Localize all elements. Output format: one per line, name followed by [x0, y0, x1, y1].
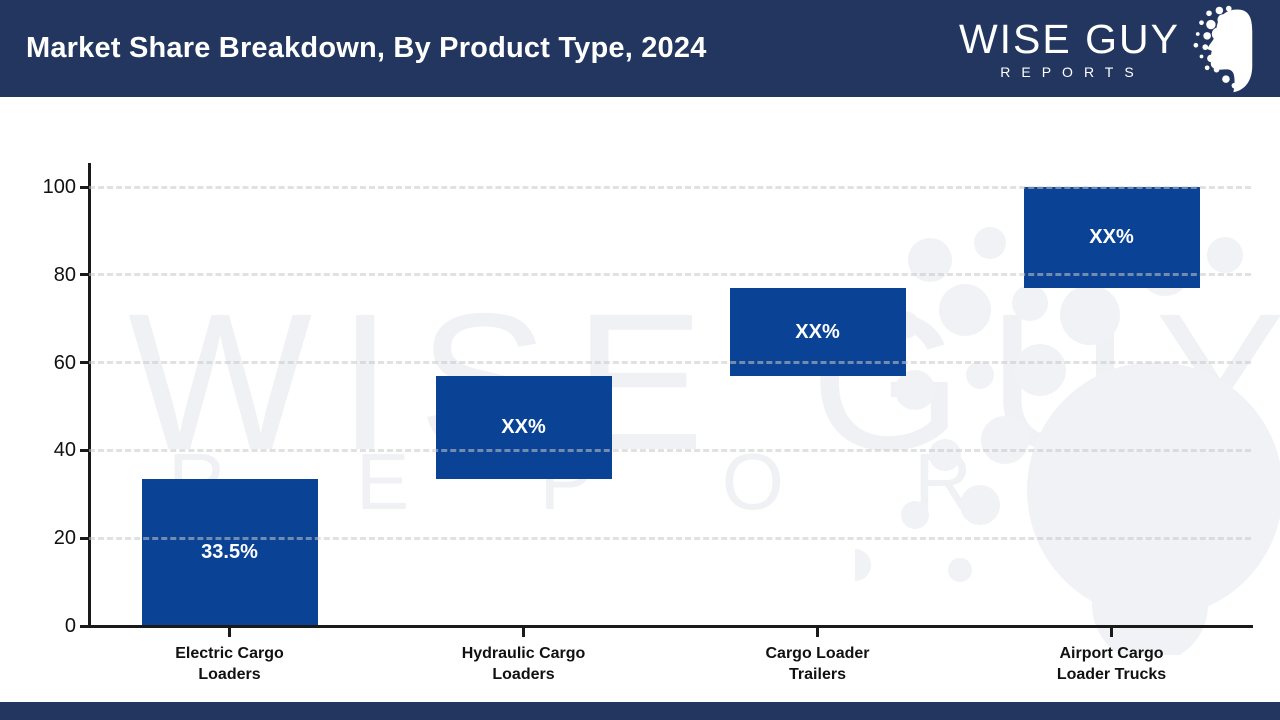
brand-face-icon: [1193, 5, 1253, 92]
gridline-20: [89, 536, 1251, 540]
y-tick-label: 0: [64, 615, 76, 637]
y-tick-label: 20: [53, 527, 76, 550]
x-category-label-line: Loaders: [492, 666, 555, 684]
x-tick-mark: [816, 628, 819, 637]
bar-value-label: XX%: [795, 320, 840, 343]
bar-segment: [1023, 187, 1200, 288]
gridline-100: [89, 185, 1251, 189]
x-category-label: Electric Cargo Loaders: [100, 643, 360, 685]
y-tick-label: 100: [42, 176, 76, 198]
plot-area: WISE GUY R E P O R T S 0 20 40 60 80 100 33.5%…: [0, 97, 1280, 702]
x-category-label-line: Hydraulic Cargo: [461, 645, 586, 662]
x-category-label-line: Airport Cargo: [1059, 645, 1164, 662]
bar-segment: [141, 478, 318, 626]
y-tick-mark: [80, 448, 89, 452]
bar-segment: [435, 375, 612, 479]
y-tick-label: 80: [53, 263, 76, 286]
x-category-label-line: Electric Cargo: [175, 645, 284, 662]
x-category-label-line: Loaders: [198, 666, 261, 684]
y-tick-mark: [80, 361, 89, 365]
bar-value-label: XX%: [1089, 226, 1134, 249]
y-tick-mark: [80, 185, 89, 189]
y-tick-label: 60: [53, 351, 76, 374]
brand-logo-text: WISE GUY REPORTS: [958, 15, 1180, 80]
chart-title: Market Share Breakdown, By Product Type,…: [26, 32, 707, 64]
bar-value-label: XX%: [501, 416, 546, 439]
x-category-label-line: Cargo Loader: [765, 645, 870, 662]
gridline-80: [89, 273, 1251, 277]
x-tick-mark: [1110, 628, 1113, 637]
x-tick-mark: [228, 628, 231, 637]
x-category-label: Hydraulic Cargo Loaders: [394, 643, 654, 685]
x-category-label: Cargo Loader Trailers: [688, 643, 948, 685]
brand-name: WISE GUY: [958, 15, 1180, 62]
x-category-label-line: Loader Trucks: [1056, 666, 1167, 684]
y-tick-mark: [80, 624, 89, 628]
brand-logo: WISE GUY REPORTS: [959, 2, 1280, 96]
brand-subname: REPORTS: [1000, 63, 1145, 80]
x-axis-line: [88, 625, 1253, 628]
x-category-label: Airport Cargo Loader Trucks: [982, 643, 1242, 685]
footer-band: [0, 702, 1280, 720]
bar-value-label: 33.5%: [201, 541, 258, 564]
y-tick-label: 40: [53, 439, 76, 462]
gridline-60: [89, 361, 1251, 365]
y-tick-mark: [80, 536, 89, 540]
x-category-label-line: Trailers: [789, 666, 846, 684]
y-tick-mark: [80, 273, 89, 277]
gridline-40: [89, 448, 1251, 452]
x-tick-mark: [522, 628, 525, 637]
y-axis-line: [88, 163, 91, 628]
header-band: Market Share Breakdown, By Product Type,…: [0, 0, 1280, 97]
